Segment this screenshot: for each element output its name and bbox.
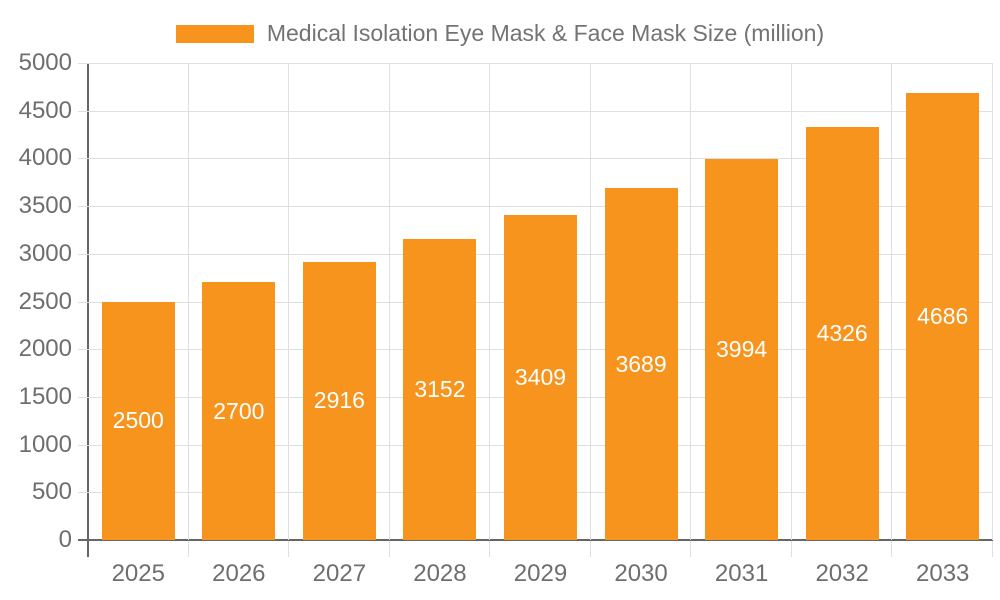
legend-swatch[interactable] [175,24,254,43]
x-tick-label: 2029 [513,560,568,587]
y-tick-label: 4500 [18,96,72,124]
h-gridline [88,63,993,64]
x-axis-tick [288,541,290,557]
v-gridline [690,63,692,540]
legend[interactable]: Medical Isolation Eye Mask & Face Mask S… [0,20,1000,47]
y-tick-label: 3500 [18,192,72,220]
v-gridline [589,63,591,540]
v-gridline [790,63,792,540]
y-tick-label: 500 [31,478,72,506]
bar-2027[interactable]: 2916 [302,261,376,540]
y-axis-tick [78,110,88,112]
v-gridline [388,63,390,540]
y-tick-label: 3000 [18,239,72,267]
y-axis-tick [78,63,88,64]
y-axis-tick [78,158,88,160]
y-tick-label: 2500 [18,287,72,315]
x-tick-label: 2032 [815,560,869,587]
x-axis-tick [187,541,189,557]
x-tick-label: 2033 [916,560,970,587]
y-axis-tick [78,349,88,351]
bar-2033[interactable]: 4686 [906,92,980,540]
bar-value-label: 2700 [213,397,265,424]
x-tick-label: 2027 [312,560,367,587]
x-axis-tick [992,541,993,557]
y-tick-label: 5000 [18,49,72,76]
x-axis-tick [589,541,591,557]
x-tick-label: 2026 [212,560,266,587]
y-axis-tick [78,444,88,446]
y-tick-label: 0 [58,526,72,553]
v-gridline [187,63,189,540]
bar-value-label: 4326 [816,320,868,347]
h-gridline [88,110,993,112]
bar-2026[interactable]: 2700 [202,282,276,540]
x-axis-tick [891,541,893,557]
y-tick-label: 2000 [18,335,72,363]
y-tick-label: 1000 [18,430,72,458]
y-axis-tick [78,206,88,208]
y-tick-label: 1500 [18,382,72,410]
bar-2031[interactable]: 3994 [705,158,779,540]
x-tick-label: 2025 [111,560,165,587]
bar-2028[interactable]: 3152 [403,239,477,540]
y-axis-tick [78,253,88,255]
bar-value-label: 2500 [112,407,164,434]
x-axis-tick [489,541,491,557]
x-axis-line [78,539,993,541]
x-tick-label: 2031 [714,560,769,587]
bar-2025[interactable]: 2500 [101,301,175,540]
x-axis-tick [388,541,390,557]
v-gridline [489,63,491,540]
v-gridline [891,63,893,540]
x-axis-tick [790,541,792,557]
legend-label: Medical Isolation Eye Mask & Face Mask S… [266,20,825,46]
bar-value-label: 4686 [917,302,969,329]
y-axis-line [87,63,89,557]
v-gridline [992,63,993,540]
y-axis-tick [78,492,88,494]
h-gridline [88,206,993,208]
x-tick-label: 2030 [614,560,668,587]
plot-area: 2500 2700 2916 3152 3409 3689 3994 4326 4686 [88,63,993,540]
x-tick-label: 2028 [413,560,467,587]
y-axis-tick [78,396,88,398]
x-axis-tick [690,541,692,557]
h-gridline [88,158,993,160]
bar-2030[interactable]: 3689 [604,188,678,540]
y-axis-tick [78,301,88,303]
bar-2032[interactable]: 4326 [805,127,879,540]
bar-value-label: 3409 [514,363,567,390]
bar-value-label: 2916 [313,387,365,414]
bar-value-label: 3994 [716,335,768,362]
bar-value-label: 3689 [615,350,667,377]
v-gridline [288,63,290,540]
bar-value-label: 3152 [414,376,466,403]
bar-2029[interactable]: 3409 [504,214,577,540]
y-tick-label: 4000 [18,144,72,172]
